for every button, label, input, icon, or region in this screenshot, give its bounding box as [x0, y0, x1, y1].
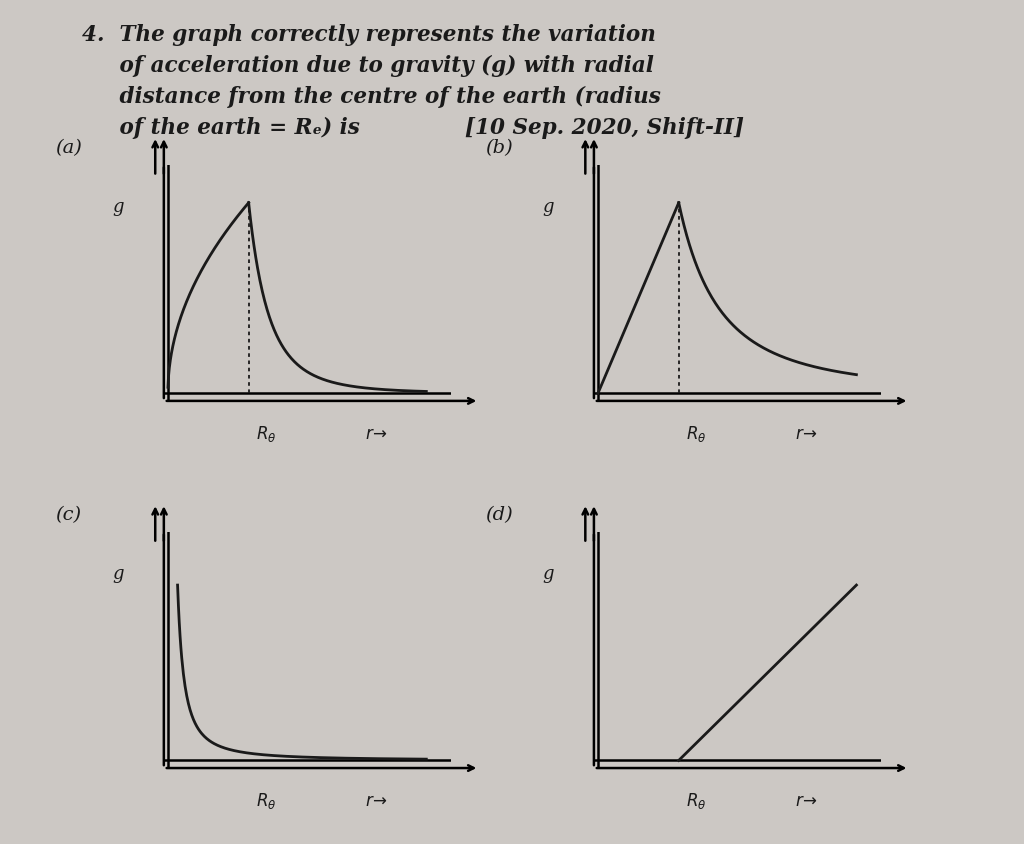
Text: $R_\theta$: $R_\theta$ — [686, 424, 707, 444]
Text: g: g — [543, 197, 554, 216]
Text: g: g — [113, 197, 124, 216]
Text: $R_\theta$: $R_\theta$ — [256, 791, 276, 811]
Text: $R_\theta$: $R_\theta$ — [256, 424, 276, 444]
Text: $r\!\rightarrow$: $r\!\rightarrow$ — [365, 793, 387, 810]
Text: (b): (b) — [485, 138, 513, 157]
Text: $r\!\rightarrow$: $r\!\rightarrow$ — [365, 425, 387, 443]
Text: distance from the centre of the earth (radius: distance from the centre of the earth (r… — [82, 86, 660, 108]
Text: (d): (d) — [485, 506, 513, 524]
Text: g: g — [113, 565, 124, 583]
Text: 4.  The graph correctly represents the variation: 4. The graph correctly represents the va… — [82, 24, 655, 46]
Text: of acceleration due to gravity (g) with radial: of acceleration due to gravity (g) with … — [82, 55, 653, 77]
Text: of the earth = Rₑ) is              [10 Sep. 2020, Shift-II]: of the earth = Rₑ) is [10 Sep. 2020, Shi… — [82, 117, 743, 139]
Text: $R_\theta$: $R_\theta$ — [686, 791, 707, 811]
Text: $r\!\rightarrow$: $r\!\rightarrow$ — [795, 425, 817, 443]
Text: (c): (c) — [55, 506, 81, 524]
Text: $r\!\rightarrow$: $r\!\rightarrow$ — [795, 793, 817, 810]
Text: g: g — [543, 565, 554, 583]
Text: (a): (a) — [55, 138, 82, 157]
